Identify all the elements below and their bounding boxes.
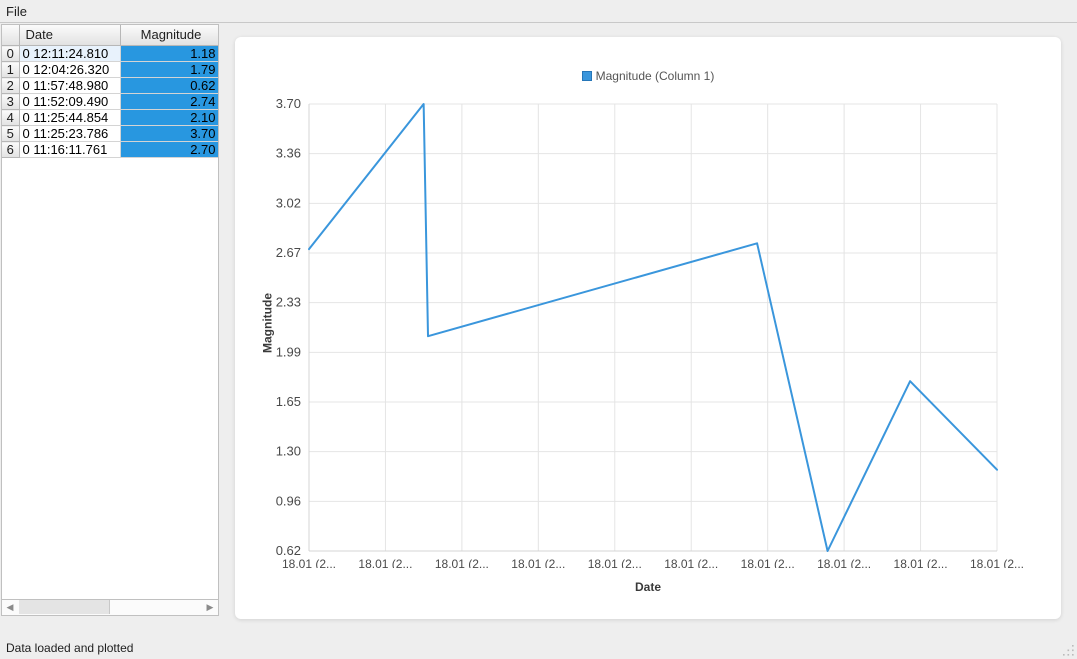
svg-text:3.02: 3.02 — [276, 195, 301, 210]
svg-text:2.33: 2.33 — [276, 295, 301, 310]
svg-text:18.01 (2...: 18.01 (2... — [970, 557, 1024, 568]
svg-text:3.70: 3.70 — [276, 97, 301, 111]
svg-text:18.01 (2...: 18.01 (2... — [817, 557, 871, 568]
svg-text:18.01 (2...: 18.01 (2... — [664, 557, 718, 568]
svg-text:18.01 (2...: 18.01 (2... — [511, 557, 565, 568]
svg-text:18.01 (2...: 18.01 (2... — [741, 557, 795, 568]
svg-text:18.01 (2...: 18.01 (2... — [435, 557, 489, 568]
svg-text:1.30: 1.30 — [276, 444, 301, 459]
svg-text:0.62: 0.62 — [276, 543, 301, 558]
svg-text:3.36: 3.36 — [276, 146, 301, 161]
svg-text:1.65: 1.65 — [276, 394, 301, 409]
svg-text:18.01 (2...: 18.01 (2... — [282, 557, 336, 568]
svg-text:18.01 (2...: 18.01 (2... — [358, 557, 412, 568]
svg-text:2.67: 2.67 — [276, 245, 301, 260]
svg-text:18.01 (2...: 18.01 (2... — [588, 557, 642, 568]
svg-text:1.99: 1.99 — [276, 344, 301, 359]
svg-text:18.01 (2...: 18.01 (2... — [894, 557, 948, 568]
svg-text:0.96: 0.96 — [276, 493, 301, 508]
